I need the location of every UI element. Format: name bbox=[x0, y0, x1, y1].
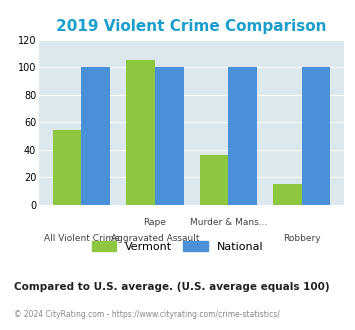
Bar bbox=[126, 60, 155, 205]
Legend: Vermont, National: Vermont, National bbox=[87, 237, 268, 256]
Bar bbox=[228, 67, 257, 205]
Text: Robbery: Robbery bbox=[283, 234, 321, 243]
Bar bbox=[53, 130, 82, 205]
Bar bbox=[200, 155, 228, 205]
Bar bbox=[82, 67, 110, 205]
Bar bbox=[273, 184, 302, 205]
Text: Compared to U.S. average. (U.S. average equals 100): Compared to U.S. average. (U.S. average … bbox=[14, 282, 330, 292]
Text: Aggravated Assault: Aggravated Assault bbox=[111, 234, 199, 243]
Bar bbox=[302, 67, 331, 205]
Title: 2019 Violent Crime Comparison: 2019 Violent Crime Comparison bbox=[56, 19, 327, 34]
Bar bbox=[155, 67, 184, 205]
Text: © 2024 CityRating.com - https://www.cityrating.com/crime-statistics/: © 2024 CityRating.com - https://www.city… bbox=[14, 310, 280, 319]
Text: Murder & Mans...: Murder & Mans... bbox=[190, 218, 267, 227]
Text: All Violent Crime: All Violent Crime bbox=[44, 234, 119, 243]
Text: Rape: Rape bbox=[143, 218, 166, 227]
